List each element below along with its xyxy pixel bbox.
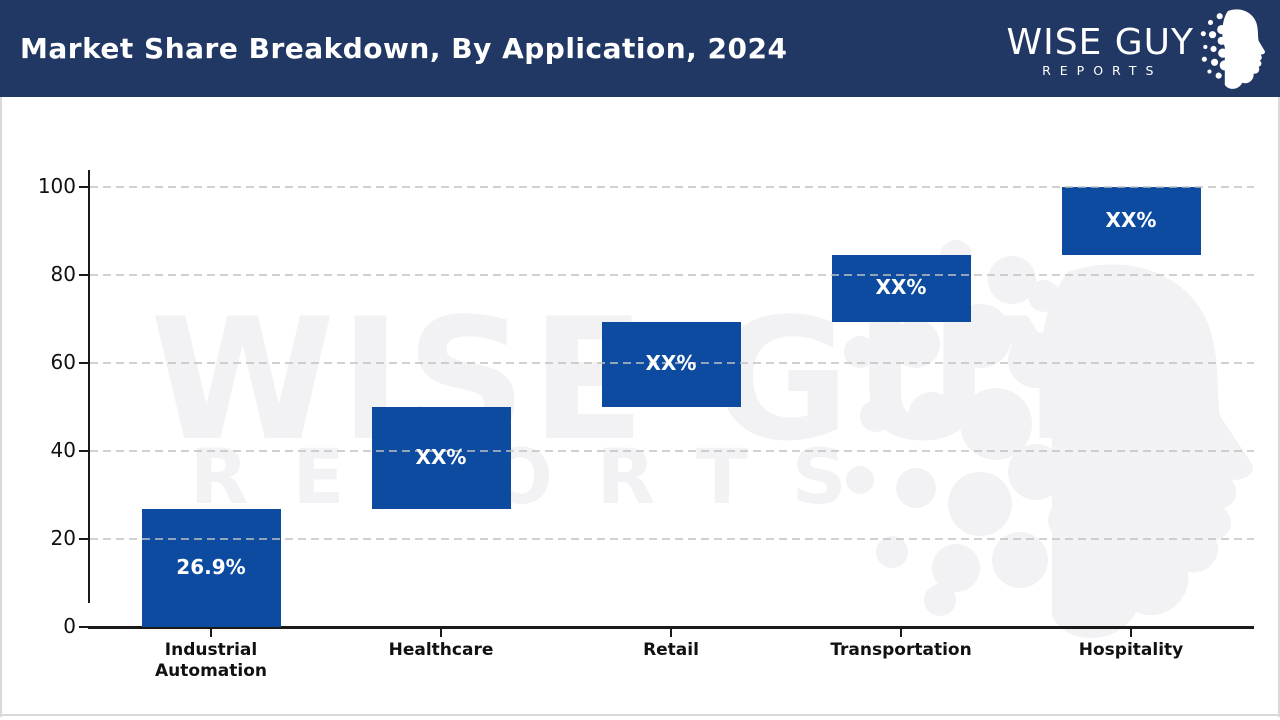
y-tick-label-60: 60 [50,350,76,374]
bar-value-label: XX% [875,275,927,300]
y-tick-label-100: 100 [37,174,76,198]
x-tick [1130,629,1132,637]
brand-logo-text: WISE GUY REPORTS [1006,21,1195,79]
bar-value-label: XX% [415,444,467,469]
gridline-20 [90,538,1254,540]
bar-value-label: 26.9% [176,554,246,579]
x-axis-label: Retail [643,640,699,660]
y-tick-label-20: 20 [50,526,76,550]
gridline-80 [90,274,1254,276]
y-tick-100 [79,186,88,188]
bar-value-label: XX% [1105,208,1157,233]
x-tick [900,629,902,637]
x-axis-label: Transportation [830,640,972,660]
brand-subname: REPORTS [1042,63,1163,79]
brand-logo: WISE GUY REPORTS [1007,6,1271,96]
y-tick-40 [79,450,88,452]
brand-name: WISE GUY [1006,21,1194,63]
bar-segment [371,407,511,509]
header-bar: Market Share Breakdown, By Application, … [0,0,1280,97]
bar-value-label: XX% [645,351,697,376]
y-tick-60 [79,362,88,364]
bar-segment [831,255,971,322]
x-axis-label: Hospitality [1078,640,1184,660]
gridline-100 [90,186,1254,188]
gridline-40 [90,450,1254,452]
x-axis-label: Industrial Automation [155,640,267,682]
y-tick-label-40: 40 [50,438,76,462]
bar-segment [1061,187,1201,256]
watermark-brand-subname: REPORTS [190,432,891,521]
x-tick [670,629,672,637]
y-tick-20 [79,538,88,540]
bar-segment [141,508,281,627]
y-axis-line [88,170,90,603]
y-tick-80 [79,274,88,276]
y-tick-label-80: 80 [50,262,76,286]
card-border-bottom [0,714,1280,716]
x-axis-label: Healthcare [388,640,494,660]
card-border-right [1278,97,1280,717]
gridline-60 [90,362,1254,364]
y-tick-label-0: 0 [63,614,76,638]
card-border-left [0,97,2,717]
x-axis-line [88,626,1254,629]
x-tick [210,629,212,637]
bar-segment [601,321,741,407]
dotted-head-logo-icon [1196,6,1270,96]
chart-plot-area: 0 20 40 60 80 100 26.9% Industrial Automation XX… [0,97,1280,714]
y-tick-0 [79,626,88,628]
x-tick [440,629,442,637]
page-title: Market Share Breakdown, By Application, … [20,32,788,65]
